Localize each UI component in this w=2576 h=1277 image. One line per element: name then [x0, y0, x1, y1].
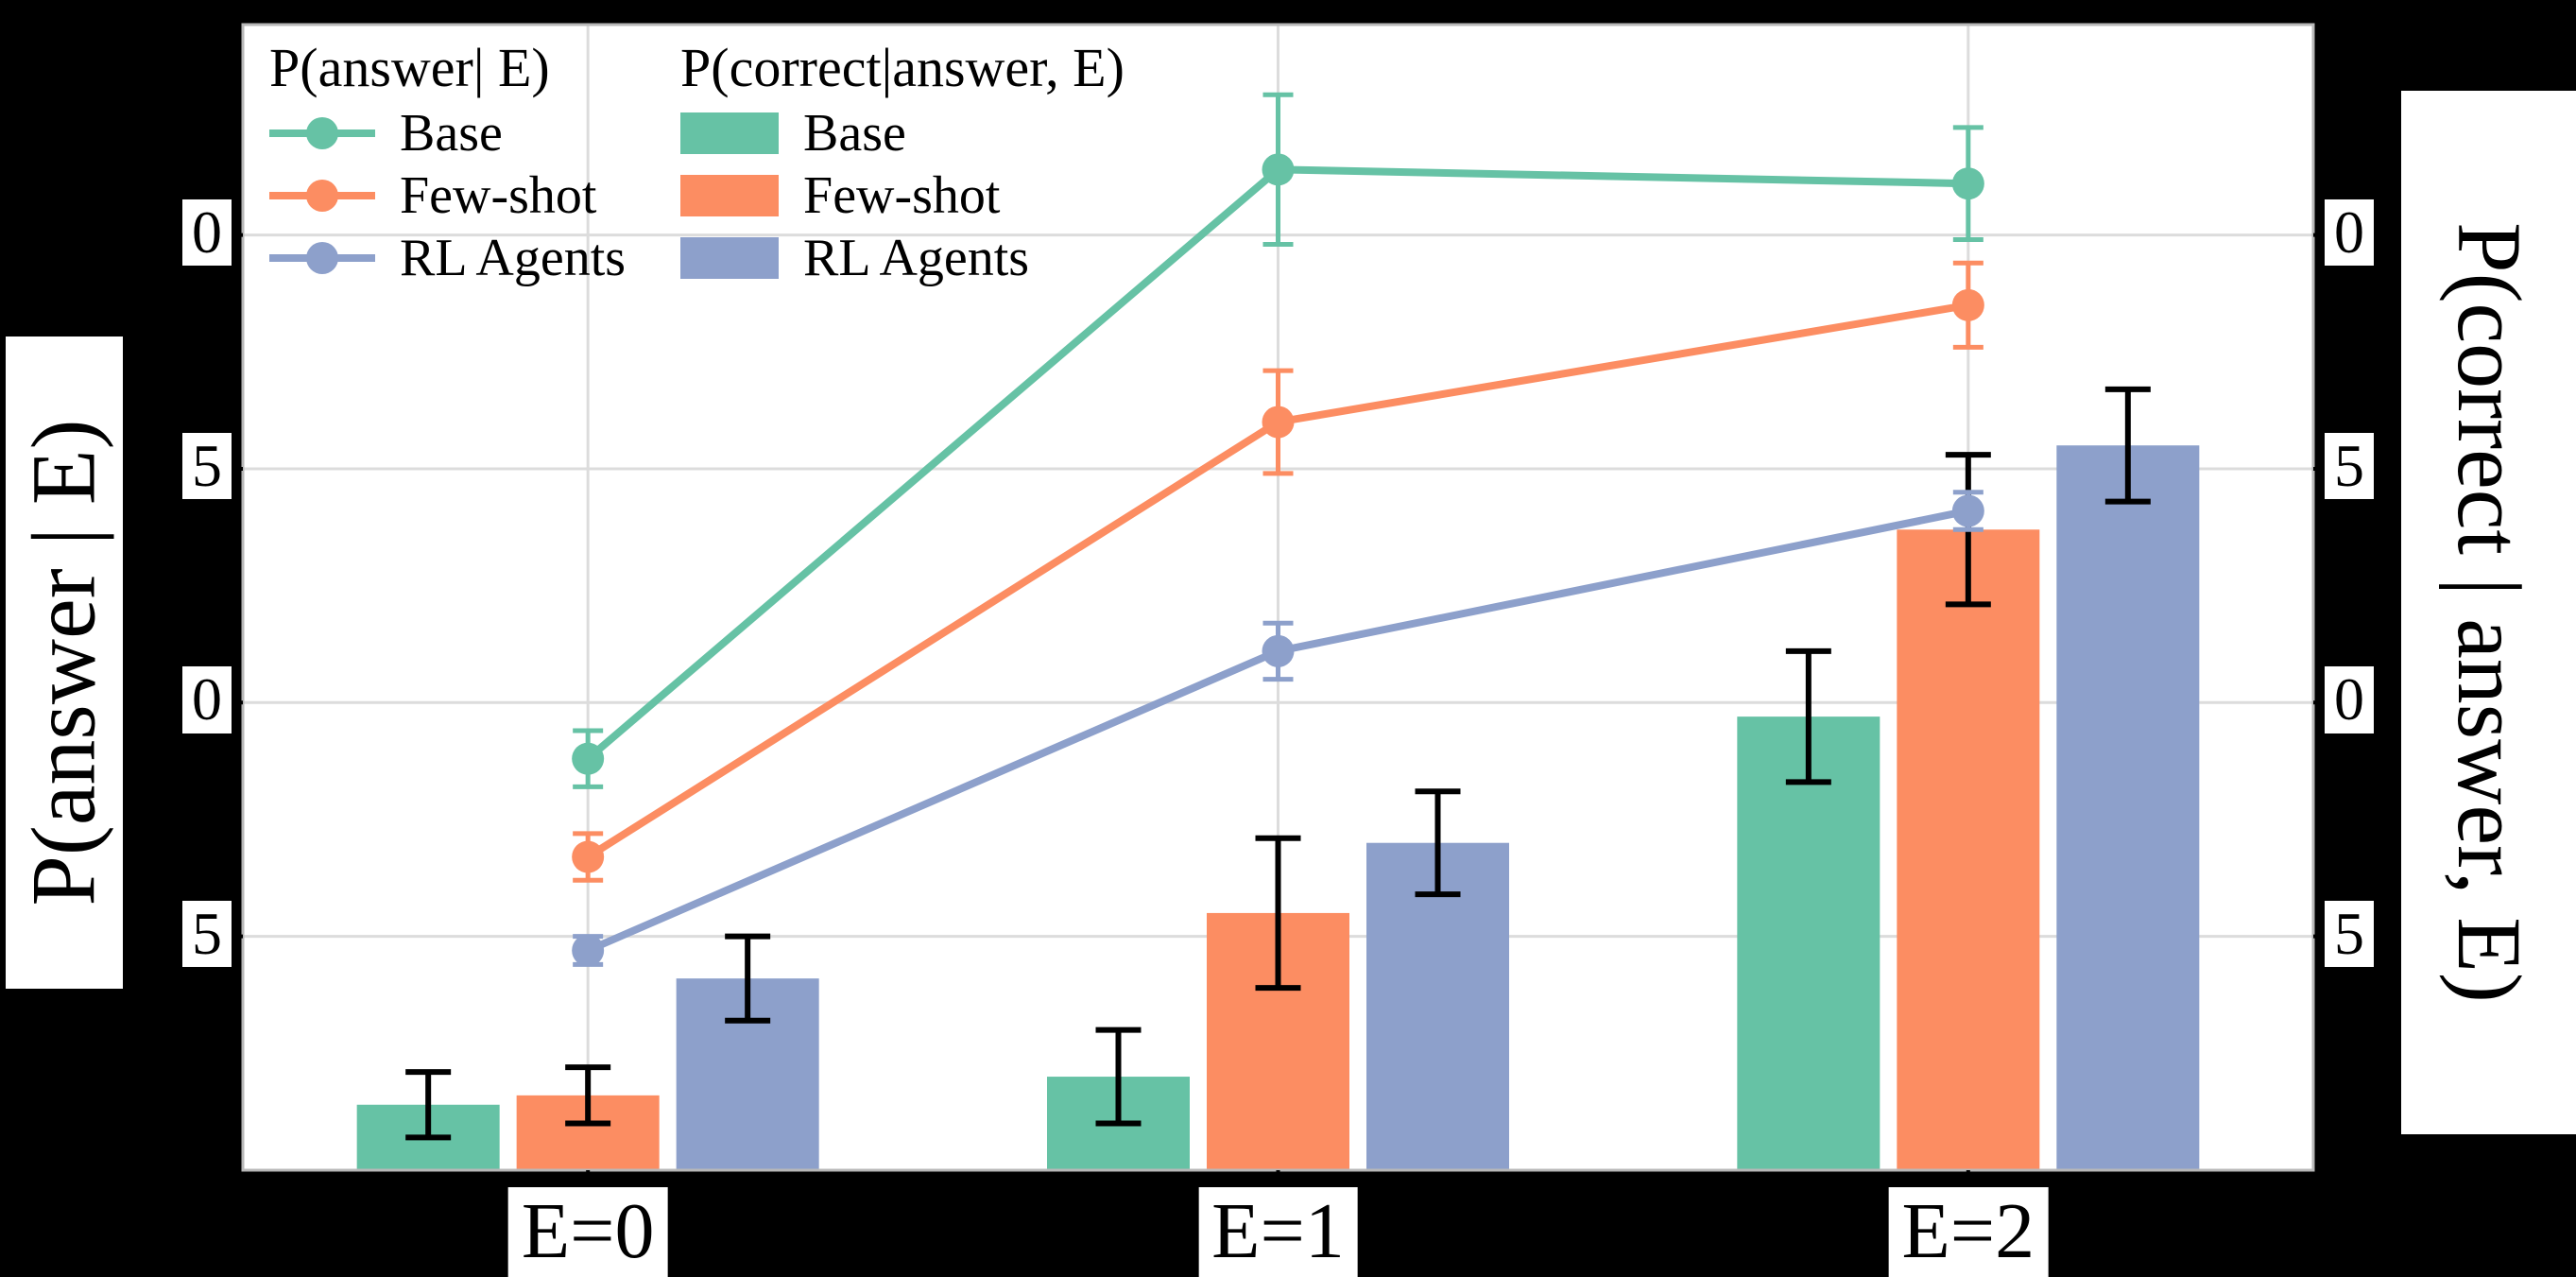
line-marker-swatch-icon: [269, 241, 375, 275]
line-marker: [1951, 494, 1984, 527]
right-y-tick-label: 5: [2325, 900, 2374, 968]
bar-few-shot: [1897, 529, 2040, 1170]
legend-entry-bar-rlagents: RL Agents: [680, 227, 1125, 289]
legend-entry-label: Few-shot: [400, 166, 597, 225]
right-y-tick-label: 5: [2325, 432, 2374, 500]
legend-entry-label: Base: [400, 104, 503, 163]
right-y-tick-label: 0: [2325, 198, 2374, 266]
line-marker: [1951, 167, 1984, 200]
bar-swatch-icon: [680, 237, 780, 279]
left-y-tick-label: 5: [182, 432, 232, 500]
right-y-tick-label: 0: [2325, 665, 2374, 733]
bar-rl-agents: [2056, 445, 2200, 1170]
left-axis-label-box: P(answer | E): [6, 337, 123, 989]
left-y-tick-label: 0: [182, 198, 232, 266]
legend-entry-label: RL Agents: [400, 229, 627, 287]
line-marker-swatch-icon: [269, 116, 375, 150]
legend-entry-bar-base: Base: [680, 102, 1125, 164]
legend: P(answer| E) Base Few-shot RL Agents P(c…: [269, 32, 1125, 289]
legend-entry-line-fewshot: Few-shot: [269, 164, 626, 227]
line-marker: [1262, 406, 1295, 439]
bar-base: [1737, 716, 1880, 1170]
line-marker: [1262, 153, 1295, 186]
x-tick-label: E=1: [1198, 1187, 1358, 1277]
left-axis-label: P(answer | E): [13, 419, 114, 906]
x-tick-label: E=0: [507, 1187, 668, 1277]
legend-entry-line-base: Base: [269, 102, 626, 164]
line-marker: [1951, 288, 1984, 321]
left-y-tick-label: 5: [182, 900, 232, 968]
legend-line-group-title: P(answer| E): [269, 36, 550, 98]
bar-swatch-icon: [680, 175, 780, 216]
legend-line-group: P(answer| E) Base Few-shot RL Agents: [269, 32, 626, 289]
legend-entry-label: RL Agents: [803, 229, 1030, 287]
x-tick-label: E=2: [1888, 1187, 2049, 1277]
line-marker: [572, 840, 605, 873]
bar-rl-agents: [1366, 842, 1509, 1170]
line-marker: [572, 934, 605, 967]
legend-bar-group: P(correct|answer, E) Base Few-shot RL Ag…: [680, 32, 1125, 289]
left-y-tick-label: 0: [182, 665, 232, 733]
right-axis-label: P(correct | answer, E): [2438, 222, 2540, 1003]
legend-entry-bar-fewshot: Few-shot: [680, 164, 1125, 227]
legend-bar-group-title: P(correct|answer, E): [680, 36, 1125, 98]
line-marker: [572, 742, 605, 775]
legend-entry-label: Base: [803, 104, 906, 163]
line-marker-swatch-icon: [269, 179, 375, 213]
bar-swatch-icon: [680, 112, 780, 154]
line-marker: [1262, 634, 1295, 667]
right-axis-label-box: P(correct | answer, E): [2401, 91, 2576, 1134]
legend-entry-label: Few-shot: [803, 166, 1001, 225]
legend-entry-line-rlagents: RL Agents: [269, 227, 626, 289]
